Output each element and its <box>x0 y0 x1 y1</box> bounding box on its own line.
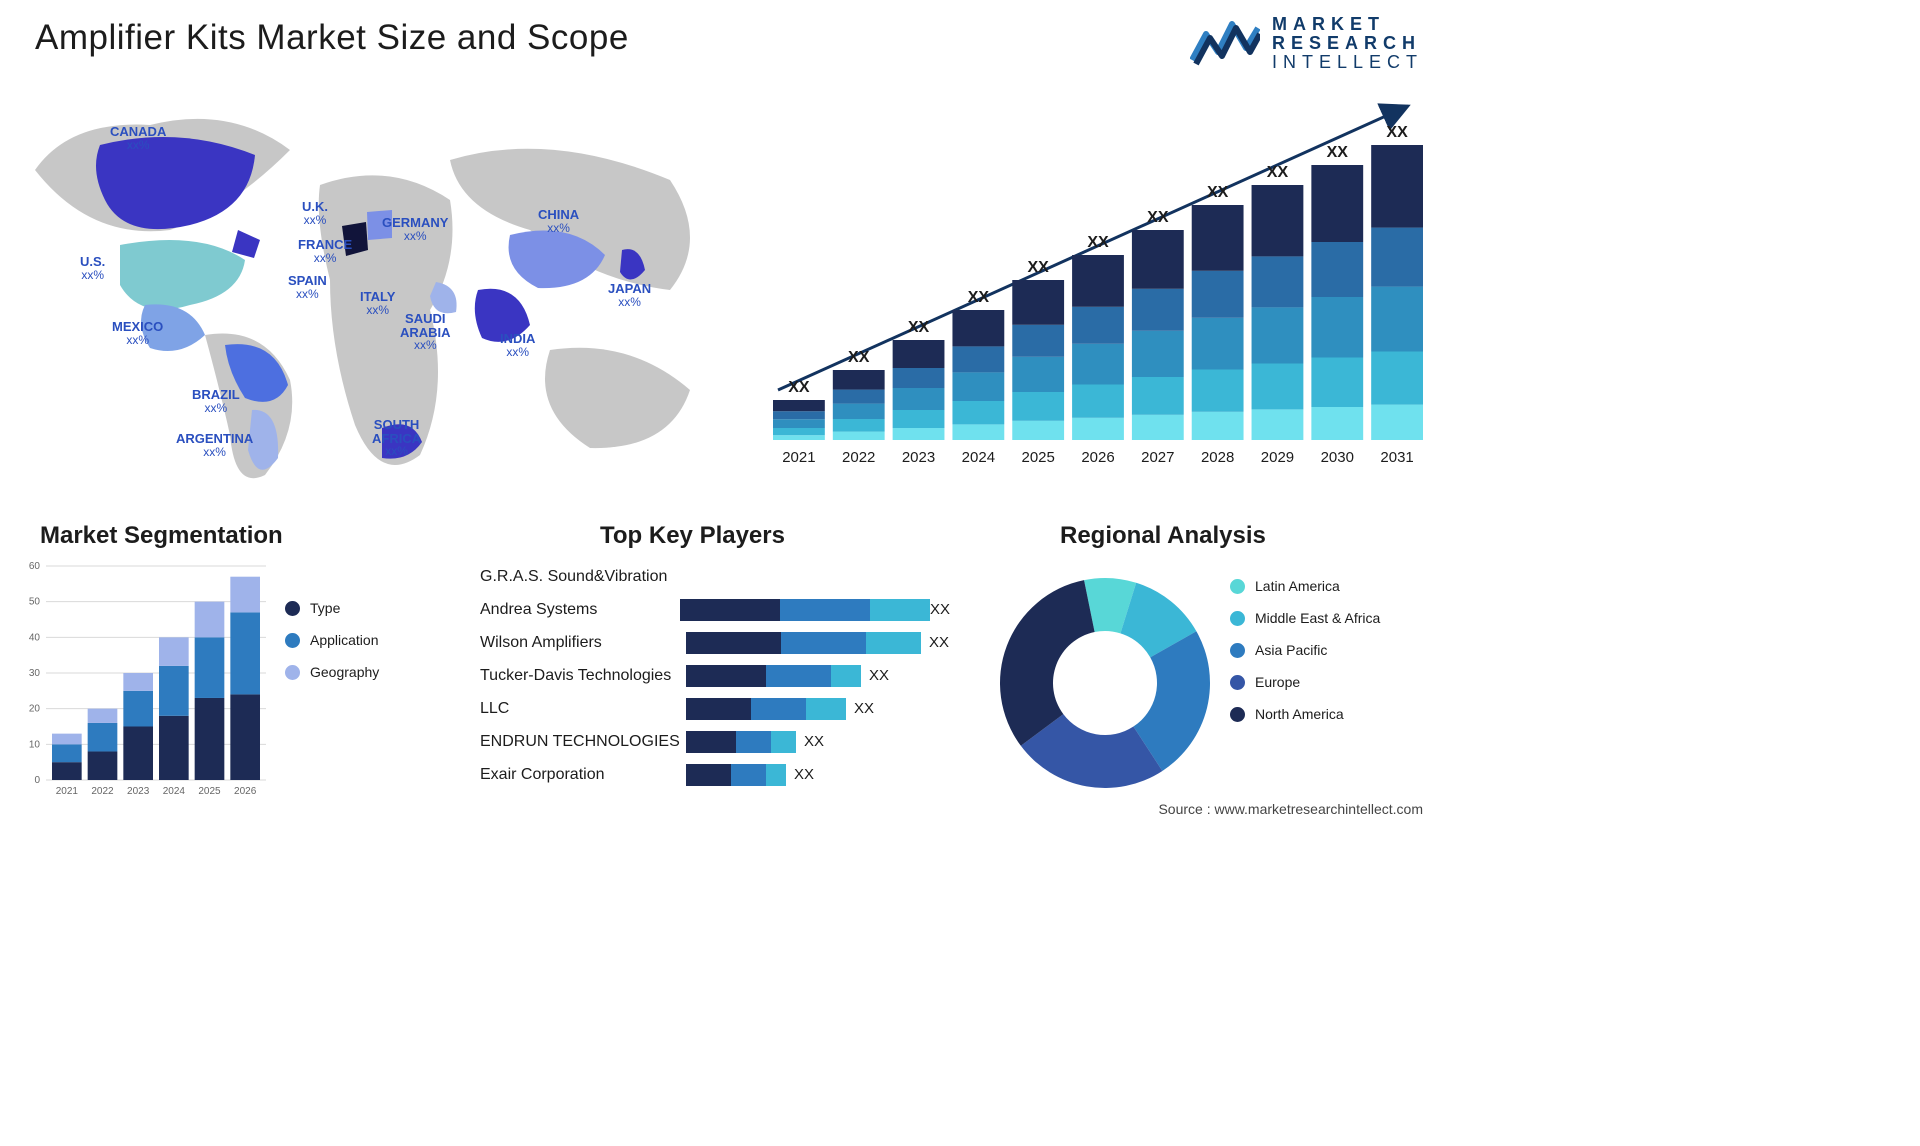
segmentation-heading: Market Segmentation <box>40 522 283 550</box>
map-label: FRANCExx% <box>298 238 352 264</box>
svg-text:40: 40 <box>29 632 41 643</box>
logo-line2: RESEARCH <box>1272 34 1423 53</box>
map-label: SAUDIARABIAxx% <box>400 312 451 352</box>
svg-text:XX: XX <box>1147 209 1169 226</box>
svg-text:2025: 2025 <box>198 786 221 797</box>
svg-text:2028: 2028 <box>1201 449 1234 466</box>
key-player-row: Tucker-Davis TechnologiesXX <box>480 659 950 692</box>
regional-donut <box>990 568 1220 798</box>
svg-text:XX: XX <box>1386 124 1408 141</box>
map-label: ARGENTINAxx% <box>176 432 253 458</box>
svg-text:2021: 2021 <box>782 449 815 466</box>
svg-text:2023: 2023 <box>902 449 935 466</box>
map-label: SPAINxx% <box>288 274 327 300</box>
map-label: CHINAxx% <box>538 208 579 234</box>
svg-text:30: 30 <box>29 668 41 679</box>
map-label: INDIAxx% <box>500 332 535 358</box>
key-player-row: Andrea SystemsXX <box>480 593 950 626</box>
svg-text:XX: XX <box>908 319 930 336</box>
legend-item: Geography <box>285 664 379 680</box>
map-label: JAPANxx% <box>608 282 651 308</box>
page-title: Amplifier Kits Market Size and Scope <box>35 18 629 58</box>
legend-item: Europe <box>1230 674 1380 690</box>
logo-line1: MARKET <box>1272 15 1423 34</box>
svg-text:XX: XX <box>1028 259 1050 276</box>
svg-text:2024: 2024 <box>962 449 995 466</box>
svg-text:2025: 2025 <box>1021 449 1054 466</box>
key-player-row: G.R.A.S. Sound&Vibration <box>480 560 950 593</box>
forecast-chart: XX 2021 XX 2022 XX 2023 XX 2024 XX 2025 XX 2026 XX 20… <box>773 100 1423 480</box>
key-players-chart: G.R.A.S. Sound&VibrationAndrea SystemsXX… <box>480 560 950 810</box>
map-label: MEXICOxx% <box>112 320 163 346</box>
svg-text:20: 20 <box>29 704 41 715</box>
map-label: BRAZILxx% <box>192 388 240 414</box>
svg-text:XX: XX <box>968 289 990 306</box>
legend-item: Middle East & Africa <box>1230 610 1380 626</box>
svg-text:2026: 2026 <box>234 786 257 797</box>
svg-text:XX: XX <box>848 349 870 366</box>
world-map: CANADAxx% U.S.xx% MEXICOxx% BRAZILxx% ARGENT… <box>30 90 720 490</box>
legend-item: Latin America <box>1230 578 1380 594</box>
legend-item: Asia Pacific <box>1230 642 1380 658</box>
source-text: Source : www.marketresearchintellect.com <box>1158 801 1423 817</box>
key-player-row: LLCXX <box>480 692 950 725</box>
svg-text:2021: 2021 <box>56 786 79 797</box>
svg-text:XX: XX <box>1327 144 1349 161</box>
svg-text:2024: 2024 <box>163 786 186 797</box>
map-label: CANADAxx% <box>110 125 166 151</box>
legend-item: Type <box>285 600 379 616</box>
map-label: GERMANYxx% <box>382 216 448 242</box>
svg-text:60: 60 <box>29 561 41 572</box>
svg-text:0: 0 <box>34 775 40 786</box>
svg-text:50: 50 <box>29 597 41 608</box>
logo-line3: INTELLECT <box>1272 53 1423 72</box>
svg-text:2030: 2030 <box>1321 449 1354 466</box>
svg-text:2031: 2031 <box>1380 449 1413 466</box>
legend-item: Application <box>285 632 379 648</box>
regional-legend: Latin America Middle East & Africa Asia Pa… <box>1230 578 1380 738</box>
regional-heading: Regional Analysis <box>1060 522 1266 550</box>
segmentation-legend: Type Application Geography <box>285 600 379 696</box>
logo-mark-icon <box>1190 18 1260 68</box>
svg-text:XX: XX <box>1087 234 1109 251</box>
svg-text:10: 10 <box>29 739 41 750</box>
segmentation-chart: 0 10 20 30 40 50 60 2021 2022 2023 2024 2025 2026 <box>18 560 268 800</box>
svg-text:2023: 2023 <box>127 786 150 797</box>
legend-item: North America <box>1230 706 1380 722</box>
svg-text:XX: XX <box>1267 164 1289 181</box>
svg-text:XX: XX <box>788 379 810 396</box>
svg-text:2022: 2022 <box>91 786 114 797</box>
svg-text:2027: 2027 <box>1141 449 1174 466</box>
map-label: SOUTHAFRICAxx% <box>372 418 421 458</box>
key-player-row: Wilson AmplifiersXX <box>480 626 950 659</box>
map-label: U.S.xx% <box>80 255 105 281</box>
svg-text:XX: XX <box>1207 184 1229 201</box>
brand-logo: MARKET RESEARCH INTELLECT <box>1190 15 1423 72</box>
key-player-row: Exair CorporationXX <box>480 758 950 791</box>
map-label: U.K.xx% <box>302 200 328 226</box>
key-player-row: ENDRUN TECHNOLOGIESXX <box>480 725 950 758</box>
svg-text:2026: 2026 <box>1081 449 1114 466</box>
svg-text:2029: 2029 <box>1261 449 1294 466</box>
svg-text:2022: 2022 <box>842 449 875 466</box>
key-players-heading: Top Key Players <box>600 522 785 550</box>
map-label: ITALYxx% <box>360 290 395 316</box>
